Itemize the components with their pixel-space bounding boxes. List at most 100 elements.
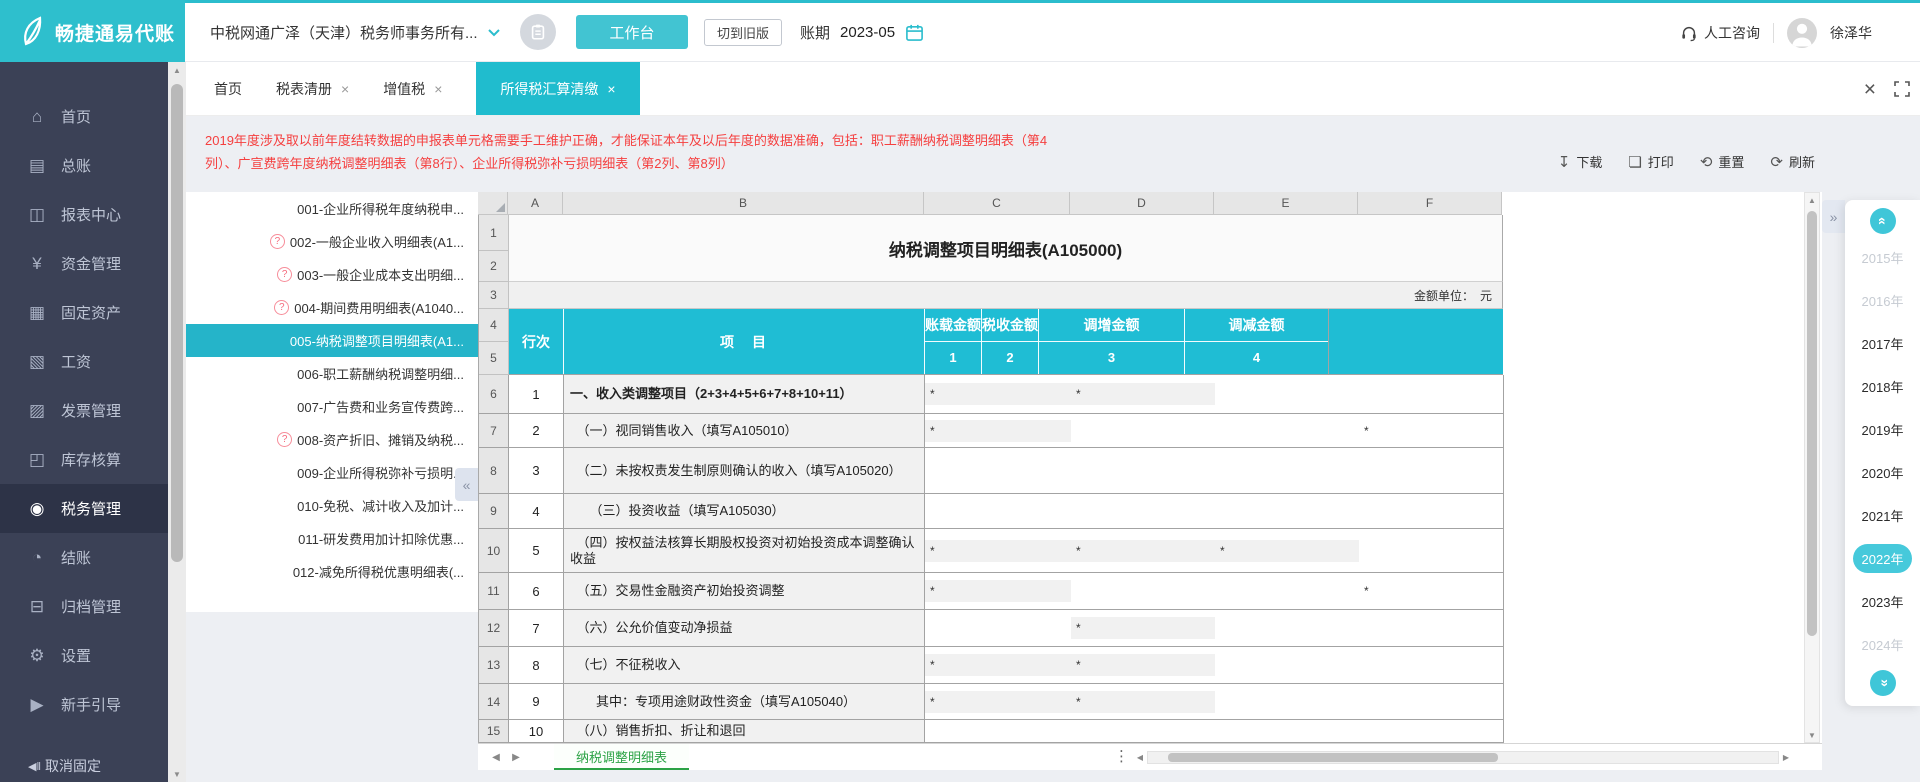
sidebar-item[interactable]: ▶ 新手引导 bbox=[0, 680, 168, 729]
value-cell[interactable] bbox=[1215, 392, 1359, 396]
year-item[interactable]: 2019年 bbox=[1845, 408, 1920, 451]
item-cell[interactable]: 其中：专项用途财政性资金（填写A105040） bbox=[564, 684, 925, 720]
value-cell[interactable] bbox=[1215, 663, 1359, 667]
tab-close-icon[interactable]: × bbox=[434, 80, 443, 97]
value-cell[interactable]: * bbox=[1071, 383, 1215, 405]
value-cell[interactable] bbox=[1359, 548, 1503, 553]
row-number-cell[interactable]: 15 bbox=[479, 720, 509, 743]
row-number-cell[interactable]: 6 bbox=[479, 375, 509, 414]
item-cell[interactable]: （六）公允价值变动净损益 bbox=[564, 610, 925, 647]
value-cell[interactable]: * bbox=[1071, 654, 1215, 676]
sidebar-item[interactable]: ▤ 总账 bbox=[0, 141, 168, 190]
line-number-cell[interactable]: 7 bbox=[509, 610, 564, 647]
tab[interactable]: 税表清册 × bbox=[276, 62, 349, 115]
line-number-cell[interactable]: 2 bbox=[509, 414, 564, 448]
line-number-cell[interactable]: 8 bbox=[509, 647, 564, 684]
value-cell[interactable]: * bbox=[1215, 539, 1359, 562]
scroll-right-icon[interactable]: ▶ bbox=[1782, 753, 1790, 762]
scrollbar-thumb[interactable] bbox=[171, 84, 183, 562]
year-item[interactable]: 2015年 bbox=[1845, 236, 1920, 279]
value-cell[interactable] bbox=[1215, 589, 1359, 593]
toolbar-button[interactable]: ⟲ 重置 bbox=[1700, 152, 1745, 171]
scroll-down-icon[interactable]: ▼ bbox=[173, 769, 181, 779]
fullscreen-icon[interactable] bbox=[1894, 81, 1910, 97]
sidebar-item[interactable]: ⌂ 首页 bbox=[0, 92, 168, 141]
item-cell[interactable]: （五）交易性金融资产初始投资调整 bbox=[564, 573, 925, 610]
value-cell[interactable] bbox=[1215, 509, 1359, 513]
avatar[interactable] bbox=[1787, 17, 1817, 48]
column-letter-cell[interactable]: E bbox=[1214, 192, 1358, 215]
item-cell[interactable]: （二）未按权责发生制原则确认的收入（填写A105020） bbox=[564, 448, 925, 494]
column-letter-cell[interactable]: A bbox=[508, 192, 563, 215]
scrollbar-track[interactable] bbox=[1147, 751, 1779, 764]
scroll-up-icon[interactable]: ▲ bbox=[173, 65, 181, 75]
value-cell[interactable]: * bbox=[1071, 690, 1215, 713]
value-cell[interactable] bbox=[1215, 468, 1359, 473]
row-number-cell[interactable]: 7 bbox=[479, 414, 509, 448]
line-number-cell[interactable]: 3 bbox=[509, 448, 564, 494]
item-cell[interactable]: （四）按权益法核算长期股权投资对初始投资成本调整确认收益 bbox=[564, 529, 925, 573]
value-cell[interactable] bbox=[1071, 468, 1215, 473]
scroll-down-icon[interactable]: ▼ bbox=[1808, 730, 1816, 740]
row-number-cell[interactable]: 2 bbox=[479, 251, 509, 282]
sidebar-item[interactable]: ⚙ 设置 bbox=[0, 631, 168, 680]
value-cell[interactable] bbox=[1215, 699, 1359, 704]
sidebar-item[interactable]: ◉ 税务管理 bbox=[0, 484, 168, 533]
value-cell[interactable] bbox=[1359, 729, 1503, 733]
workbench-button[interactable]: 工作台 bbox=[576, 15, 688, 49]
value-cell[interactable] bbox=[1071, 729, 1215, 733]
more-options-icon[interactable]: ⋮ bbox=[1114, 748, 1129, 765]
row-number-cell[interactable]: 3 bbox=[479, 282, 509, 309]
sidebar-item[interactable]: ▦ 固定资产 bbox=[0, 288, 168, 337]
value-cell[interactable]: * bbox=[1071, 617, 1215, 639]
row-number-cell[interactable]: 13 bbox=[479, 647, 509, 684]
unpin-sidebar-button[interactable]: ◀‖ 取消固定 bbox=[28, 756, 101, 776]
report-list-item[interactable]: ? 010-免税、减计收入及加计... bbox=[186, 489, 478, 522]
value-cell[interactable] bbox=[1215, 626, 1359, 630]
sidebar-scrollbar[interactable]: ▲ ▼ bbox=[168, 62, 186, 782]
value-cell[interactable] bbox=[1215, 729, 1359, 733]
collapse-list-handle[interactable]: « bbox=[455, 468, 478, 501]
value-cell[interactable] bbox=[1359, 699, 1503, 704]
scrollbar-thumb[interactable] bbox=[1168, 753, 1498, 762]
report-list-item[interactable]: ? 012-减免所得税优惠明细表(... bbox=[186, 555, 478, 588]
sidebar-item[interactable]: ¥ 资金管理 bbox=[0, 239, 168, 288]
year-item[interactable]: 2021年 bbox=[1845, 494, 1920, 537]
value-cell[interactable]: * bbox=[925, 383, 1071, 405]
value-cell[interactable]: * bbox=[1071, 539, 1215, 562]
value-cell[interactable]: * bbox=[925, 580, 1071, 602]
select-all-corner-cell[interactable] bbox=[478, 192, 508, 215]
collapse-years-handle[interactable]: » bbox=[1822, 200, 1845, 233]
value-cell[interactable] bbox=[925, 626, 1071, 630]
value-cell[interactable] bbox=[1359, 663, 1503, 667]
report-list-item[interactable]: ? 001-企业所得税年度纳税申... bbox=[186, 192, 478, 225]
item-cell[interactable]: （七）不征税收入 bbox=[564, 647, 925, 684]
report-list-item[interactable]: ? 011-研发费用加计扣除优惠... bbox=[186, 522, 478, 555]
row-number-cell[interactable]: 10 bbox=[479, 529, 509, 573]
year-item[interactable]: 2024年 bbox=[1845, 623, 1920, 666]
value-cell[interactable] bbox=[925, 729, 1071, 733]
row-number-cell[interactable]: 11 bbox=[479, 573, 509, 610]
row-number-cell[interactable]: 1 bbox=[479, 215, 509, 251]
value-cell[interactable] bbox=[1071, 589, 1215, 593]
row-number-cell[interactable]: 8 bbox=[479, 448, 509, 494]
value-cell[interactable] bbox=[925, 509, 1071, 513]
sheet-tab[interactable]: 纳税调整明细表 bbox=[554, 744, 690, 770]
notes-icon-button[interactable] bbox=[520, 14, 556, 50]
years-scroll-down-button[interactable]: « bbox=[1869, 670, 1896, 696]
scrollbar-thumb[interactable] bbox=[1807, 211, 1817, 636]
line-number-cell[interactable]: 6 bbox=[509, 573, 564, 610]
report-list-item[interactable]: ? 005-纳税调整项目明细表(A1... bbox=[186, 324, 478, 357]
sidebar-item[interactable]: ▧ 工资 bbox=[0, 337, 168, 386]
report-list-item[interactable]: ? 002-一般企业收入明细表(A1... bbox=[186, 225, 478, 258]
line-number-cell[interactable]: 10 bbox=[509, 720, 564, 743]
value-cell[interactable] bbox=[1359, 392, 1503, 396]
year-item[interactable]: 2020年 bbox=[1845, 451, 1920, 494]
value-cell[interactable] bbox=[1071, 428, 1215, 433]
line-number-cell[interactable]: 9 bbox=[509, 684, 564, 720]
report-list-item[interactable]: ? 003-一般企业成本支出明细... bbox=[186, 258, 478, 291]
period-value[interactable]: 2023-05 bbox=[840, 24, 896, 41]
value-cell[interactable]: * bbox=[925, 539, 1071, 562]
row-number-cell[interactable]: 5 bbox=[479, 342, 509, 375]
value-cell[interactable] bbox=[1359, 468, 1503, 473]
